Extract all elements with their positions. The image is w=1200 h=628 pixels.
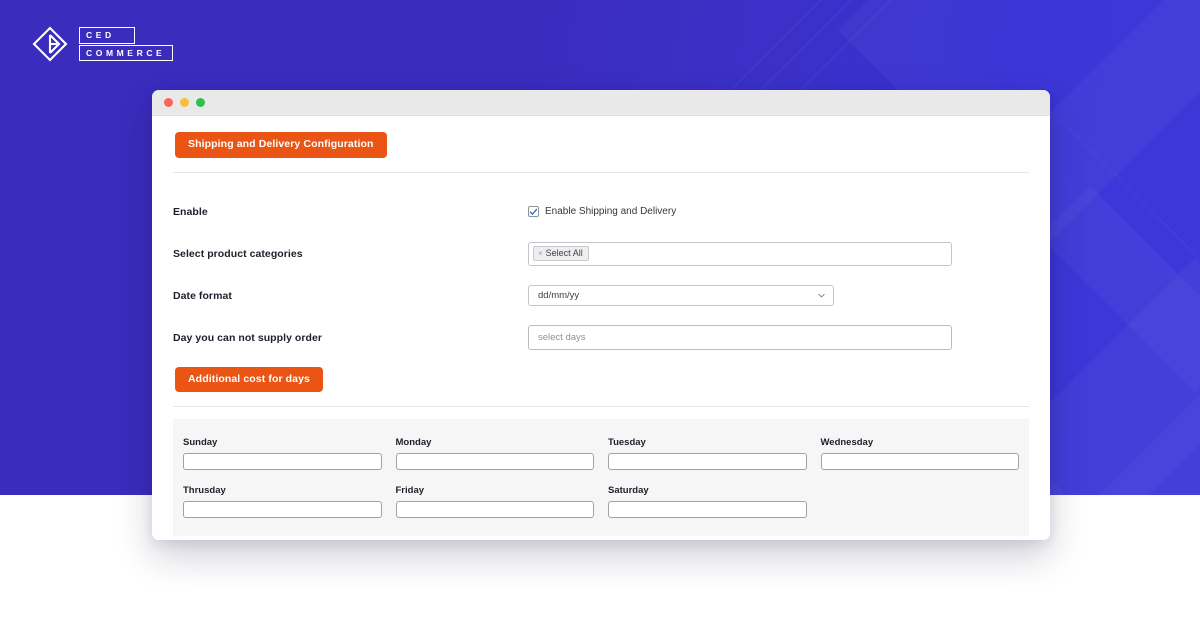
logo-line-2: COMMERCE (79, 44, 173, 61)
day-cost-input[interactable] (608, 501, 807, 518)
control-enable: Enable Shipping and Delivery (528, 206, 1029, 217)
day-cost-input[interactable] (395, 453, 594, 470)
brand-logo: CED COMMERCE (30, 24, 173, 64)
day-cost-input[interactable] (820, 453, 1019, 470)
label-enable: Enable (173, 205, 208, 218)
remove-tag-icon[interactable]: × (538, 248, 543, 258)
product-categories-multiselect[interactable]: × Select All (528, 241, 952, 266)
day-cost-input[interactable] (395, 501, 594, 518)
enable-checkbox-label: Enable Shipping and Delivery (545, 206, 677, 217)
section-title-badge: Shipping and Delivery Configuration (175, 132, 387, 158)
browser-window: Shipping and Delivery Configuration Enab… (152, 90, 1050, 540)
additional-cost-badge: Additional cost for days (175, 366, 323, 392)
day-label: Sunday (183, 437, 218, 448)
day-cell-monday: Monday (395, 437, 594, 470)
label-select-product-categories: Select product categories (173, 247, 303, 260)
label-supply-order: Day you can not supply order (173, 331, 323, 344)
day-label: Saturday (608, 485, 649, 496)
days-grid: Sunday Monday Tuesday Wednesday (183, 437, 1019, 518)
day-cell-tuesday: Tuesday (608, 437, 807, 470)
category-tag-label: Select All (545, 248, 583, 258)
supply-order-placeholder: select days (538, 332, 586, 343)
date-format-select[interactable]: dd/mm/yy (528, 285, 834, 306)
day-cost-input[interactable] (183, 453, 382, 470)
enable-checkbox[interactable] (528, 206, 539, 217)
day-label: Wednesday (820, 437, 874, 448)
form-row-categories: Select product categories × Select All (152, 233, 1050, 275)
control-supply-order: select days (528, 325, 1029, 350)
brand-wordmark: CED COMMERCE (79, 27, 173, 61)
day-label: Thrusday (183, 485, 226, 496)
day-label: Friday (395, 485, 425, 496)
day-cost-input[interactable] (183, 501, 382, 518)
day-cell-friday: Friday (395, 485, 594, 518)
maximize-dot-icon[interactable] (196, 98, 205, 107)
date-format-value: dd/mm/yy (538, 290, 580, 301)
category-tag[interactable]: × Select All (533, 246, 589, 261)
day-cell-thursday: Thrusday (183, 485, 382, 518)
ced-commerce-monogram-icon (30, 24, 70, 64)
divider-middle (173, 406, 1029, 407)
sub-section-title-wrap: Additional cost for days (152, 359, 1050, 392)
configuration-form: Enable Enable Shipping and Delivery (152, 173, 1050, 359)
day-cost-input[interactable] (608, 453, 807, 470)
days-cost-panel: Sunday Monday Tuesday Wednesday (173, 419, 1029, 536)
day-cell-spacer (821, 485, 1020, 518)
control-categories: × Select All (528, 241, 1029, 266)
label-date-format: Date format (173, 289, 232, 302)
control-date-format: dd/mm/yy (528, 285, 1029, 306)
divider-top (173, 171, 1029, 173)
day-cell-wednesday: Wednesday (820, 437, 1019, 470)
form-row-supply-order: Day you can not supply order select days (152, 317, 1050, 359)
form-row-date-format: Date format dd/mm/yy (152, 275, 1050, 317)
logo-line-1: CED (79, 27, 135, 44)
form-row-enable: Enable Enable Shipping and Delivery (152, 191, 1050, 233)
chevron-down-icon[interactable] (817, 291, 826, 300)
close-dot-icon[interactable] (164, 98, 173, 107)
enable-checkbox-row[interactable]: Enable Shipping and Delivery (528, 206, 1029, 217)
supply-order-input[interactable]: select days (528, 325, 952, 350)
day-label: Tuesday (608, 437, 646, 448)
minimize-dot-icon[interactable] (180, 98, 189, 107)
day-label: Monday (395, 437, 432, 448)
section-title-wrap: Shipping and Delivery Configuration (152, 116, 1050, 158)
day-cell-saturday: Saturday (608, 485, 807, 518)
day-cell-sunday: Sunday (183, 437, 382, 470)
window-titlebar (152, 90, 1050, 116)
window-content: Shipping and Delivery Configuration Enab… (152, 116, 1050, 540)
